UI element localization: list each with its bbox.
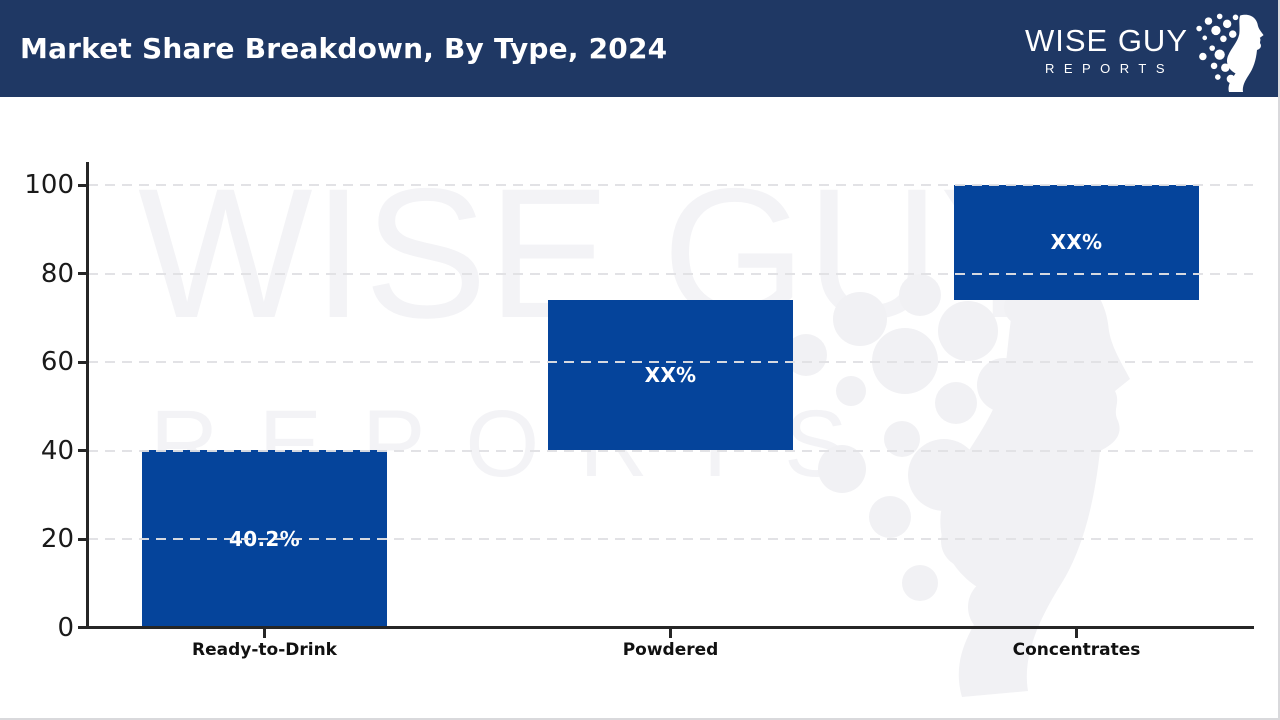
- x-tick-mark: [669, 629, 672, 638]
- y-tick-label: 100: [24, 170, 74, 200]
- gridline-y-20: [88, 538, 1253, 540]
- y-tick-label: 60: [40, 347, 74, 377]
- watermark-face-icon: [785, 268, 1130, 697]
- x-category-label: Ready-to-Drink: [192, 640, 337, 660]
- gridline-y-100: [88, 184, 1253, 186]
- bar-concentrates: XX%: [954, 185, 1199, 300]
- logo-wordmark: WISE GUY: [1024, 23, 1188, 58]
- y-tick-label: 0: [57, 612, 74, 643]
- y-tick-mark: [78, 183, 87, 187]
- y-axis-line: [86, 162, 89, 629]
- x-category-label: Concentrates: [1012, 640, 1141, 660]
- header-bar: Market Share Breakdown, By Type, 2024 WI…: [0, 0, 1278, 97]
- chart-title: Market Share Breakdown, By Type, 2024: [20, 32, 668, 65]
- y-tick-mark: [78, 537, 87, 541]
- wiseguy-logo: WISE GUY REPORTS: [1025, 8, 1268, 92]
- y-tick-label: 20: [40, 524, 74, 554]
- x-category-label: Powdered: [622, 640, 719, 660]
- wiseguy-face-icon: [1196, 13, 1264, 92]
- y-tick-mark: [78, 449, 87, 452]
- x-tick-mark: [263, 629, 266, 638]
- gridline-y-60: [88, 361, 1253, 363]
- x-axis-line: [86, 626, 1254, 629]
- y-tick-label: 80: [40, 258, 74, 289]
- logo-reports-text: REPORTS: [1044, 61, 1175, 76]
- y-tick-label: 40: [40, 435, 74, 466]
- bar-powdered: XX%: [548, 299, 793, 450]
- y-tick-mark: [78, 272, 87, 275]
- bar-value-label: XX%: [644, 362, 697, 387]
- gridline-y-40: [88, 449, 1253, 452]
- x-tick-mark: [1075, 629, 1078, 638]
- y-tick-mark: [78, 626, 87, 629]
- bar-value-label: XX%: [1050, 230, 1103, 255]
- gridline-y-80: [88, 272, 1253, 275]
- wiseguy-logo-text: WISE GUY REPORTS: [1024, 23, 1188, 77]
- y-tick-mark: [78, 360, 87, 364]
